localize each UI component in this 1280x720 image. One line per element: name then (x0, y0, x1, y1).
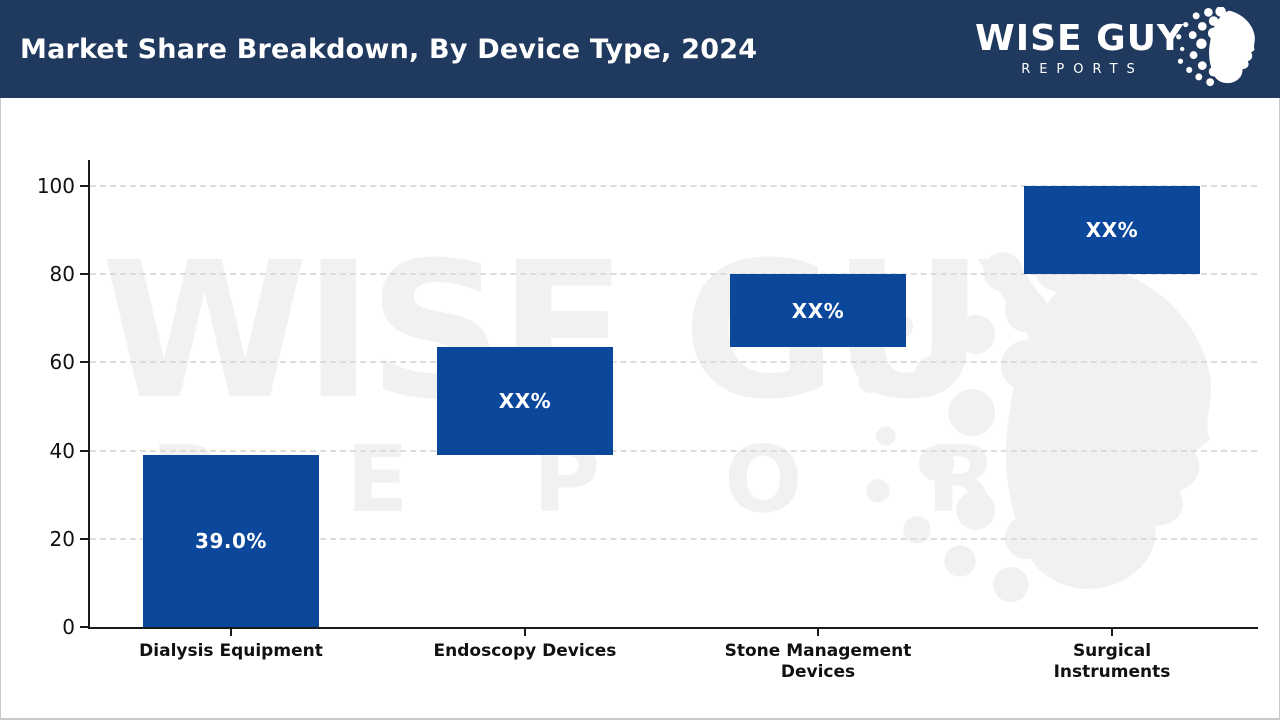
y-tick-mark (80, 185, 88, 187)
y-tick-mark (80, 449, 88, 452)
x-category-label: Endoscopy Devices (433, 641, 617, 661)
bar-value-label: 39.0% (195, 528, 267, 553)
gridline-y-20 (90, 537, 1257, 540)
gridline-y-40 (90, 449, 1257, 452)
y-tick-label: 100 (36, 174, 75, 198)
y-tick-mark (80, 361, 88, 364)
wiseguy-wordmark: WISE GUY REPORTS (974, 18, 1184, 78)
x-category-label: Surgical Instruments (1053, 641, 1171, 683)
y-tick-label: 40 (49, 438, 75, 463)
gridline-y-60 (90, 361, 1257, 364)
bar-value-label: XX% (791, 298, 845, 323)
header: Market Share Breakdown, By Device Type, … (0, 0, 1280, 98)
bar-segment: XX% (437, 346, 613, 455)
bar-value-label: XX% (1085, 218, 1139, 243)
x-axis-line (88, 627, 1258, 629)
x-tick-mark (230, 629, 232, 636)
gridline-y-80 (90, 273, 1257, 276)
logo-title-text: WISE GUY (974, 18, 1184, 59)
y-tick-mark (80, 537, 88, 540)
wiseguy-logo: WISE GUY REPORTS (975, 7, 1266, 91)
y-tick-label: 80 (49, 262, 75, 287)
x-category-label: Dialysis Equipment (139, 641, 323, 661)
x-tick-mark (1111, 629, 1113, 636)
logo-subtitle-text: REPORTS (1021, 62, 1144, 77)
gridline-y-100 (90, 185, 1257, 187)
bar-segment: XX% (1024, 186, 1200, 275)
page-title: Market Share Breakdown, By Device Type, … (20, 33, 758, 65)
chart-canvas: WISE GUY R E P O R T S 02040608010039.0%… (0, 98, 1280, 720)
y-tick-mark (80, 273, 88, 276)
y-tick-label: 60 (49, 350, 75, 375)
y-tick-mark (80, 626, 88, 628)
bar-segment: 39.0% (143, 455, 319, 627)
x-tick-mark (817, 629, 819, 636)
y-tick-label: 20 (49, 526, 75, 551)
bar-value-label: XX% (498, 388, 552, 413)
plot-area: 0 20 40 60 80 100 39.0% Dialysis Equipment XX% En… (1, 98, 1279, 718)
x-tick-mark (524, 629, 526, 636)
y-axis-line (88, 160, 90, 629)
y-tick-label: 0 (62, 615, 75, 639)
x-category-label: Stone Management Devices (724, 641, 912, 683)
wiseguy-head-icon (1176, 7, 1255, 87)
bar-segment: XX% (730, 274, 906, 347)
